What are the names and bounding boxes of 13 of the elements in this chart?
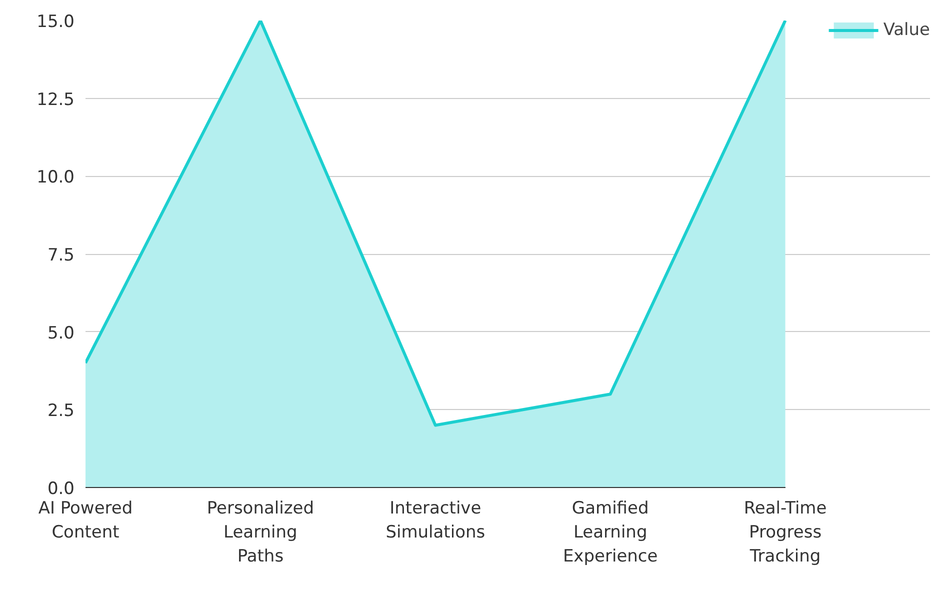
y-tick-label: 2.5: [47, 401, 75, 422]
y-tick-label: 10.0: [36, 168, 75, 188]
y-tick-label: 0.0: [47, 479, 75, 499]
y-tick-label: 7.5: [47, 246, 75, 266]
y-tick-label: 12.5: [36, 90, 75, 110]
x-tick-label: Interactive Simulations: [386, 498, 486, 542]
x-tick-label: Personalized Learning Paths: [206, 498, 314, 566]
x-tick-label: Real-Time Progress Tracking: [744, 498, 827, 566]
y-tick-label: 15.0: [36, 12, 75, 32]
x-tick-label: Gamified Learning Experience: [562, 498, 658, 566]
y-tick-label: 5.0: [47, 323, 75, 344]
x-tick-label: AI Powered Content: [38, 498, 133, 542]
legend-label: Value: [883, 20, 930, 40]
